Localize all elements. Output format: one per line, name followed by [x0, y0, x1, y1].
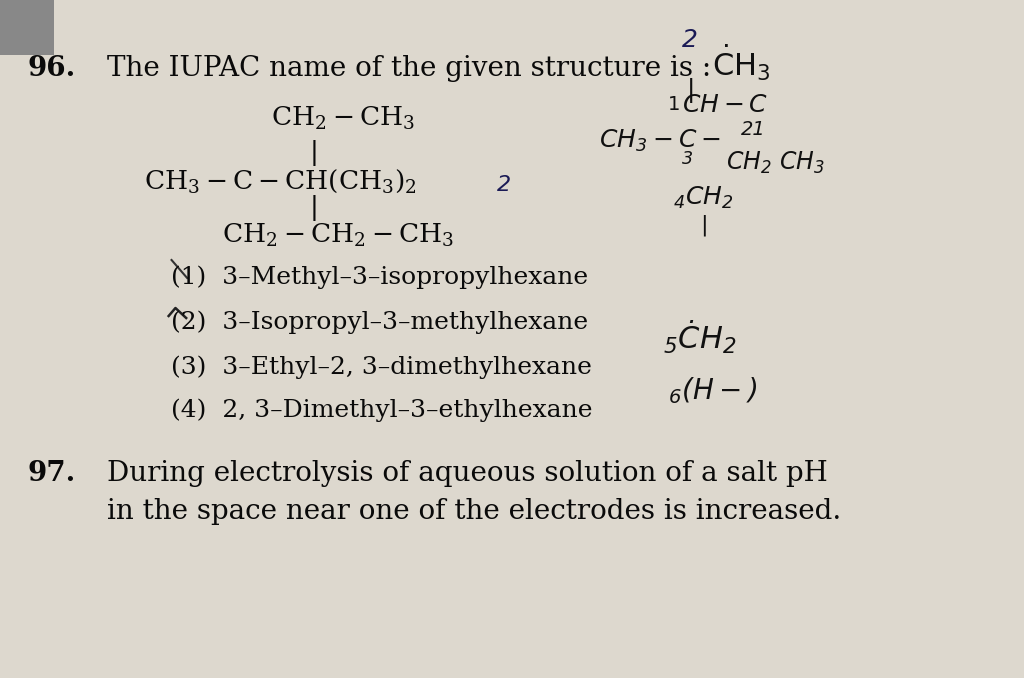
Text: 2: 2	[497, 175, 511, 195]
Text: 96.: 96.	[28, 55, 76, 82]
Text: (1)  3–Methyl–3–isopropylhexane: (1) 3–Methyl–3–isopropylhexane	[171, 265, 588, 289]
Text: 1: 1	[668, 95, 680, 114]
Bar	[0, 0, 53, 55]
Text: |: |	[310, 195, 318, 221]
Text: $\mathregular{_5\dot{C}H_2}$: $\mathregular{_5\dot{C}H_2}$	[663, 318, 736, 356]
Text: |: |	[699, 215, 708, 237]
Text: $\mathregular{CH_2\ CH_3}$: $\mathregular{CH_2\ CH_3}$	[726, 150, 825, 176]
Text: 21: 21	[740, 120, 766, 139]
Text: 2: 2	[682, 28, 698, 52]
Text: (3)  3–Ethyl–2, 3–dimethylhexane: (3) 3–Ethyl–2, 3–dimethylhexane	[171, 355, 592, 378]
Text: $\mathregular{\dot{C}H_3}$: $\mathregular{\dot{C}H_3}$	[712, 42, 770, 83]
Text: (4)  2, 3–Dimethyl–3–ethylhexane: (4) 2, 3–Dimethyl–3–ethylhexane	[171, 398, 592, 422]
Text: |: |	[310, 140, 318, 166]
Text: $\mathregular{CH_3-\underset{3}{C}-}$: $\mathregular{CH_3-\underset{3}{C}-}$	[599, 128, 721, 167]
Text: $\mathregular{CH_2 - CH_2 - CH_3}$: $\mathregular{CH_2 - CH_2 - CH_3}$	[222, 222, 455, 250]
Text: $\mathregular{CH_2 - CH_3}$: $\mathregular{CH_2 - CH_3}$	[271, 105, 415, 132]
Text: The IUPAC name of the given structure is :: The IUPAC name of the given structure is…	[108, 55, 712, 82]
Text: During electrolysis of aqueous solution of a salt pH: During electrolysis of aqueous solution …	[108, 460, 828, 487]
Text: (2)  3–Isopropyl–3–methylhexane: (2) 3–Isopropyl–3–methylhexane	[171, 310, 588, 334]
Text: $\mathregular{CH_3 - C - CH(CH_3)_2}$: $\mathregular{CH_3 - C - CH(CH_3)_2}$	[144, 168, 417, 195]
Text: $\mathregular{_4CH_2}$: $\mathregular{_4CH_2}$	[673, 185, 733, 212]
Text: |: |	[687, 78, 695, 103]
Text: in the space near one of the electrodes is increased.: in the space near one of the electrodes …	[108, 498, 842, 525]
Text: $\mathregular{_6(H-)}$: $\mathregular{_6(H-)}$	[668, 375, 757, 406]
Text: $\mathregular{CH-C}$: $\mathregular{CH-C}$	[682, 93, 769, 117]
Text: 97.: 97.	[28, 460, 76, 487]
